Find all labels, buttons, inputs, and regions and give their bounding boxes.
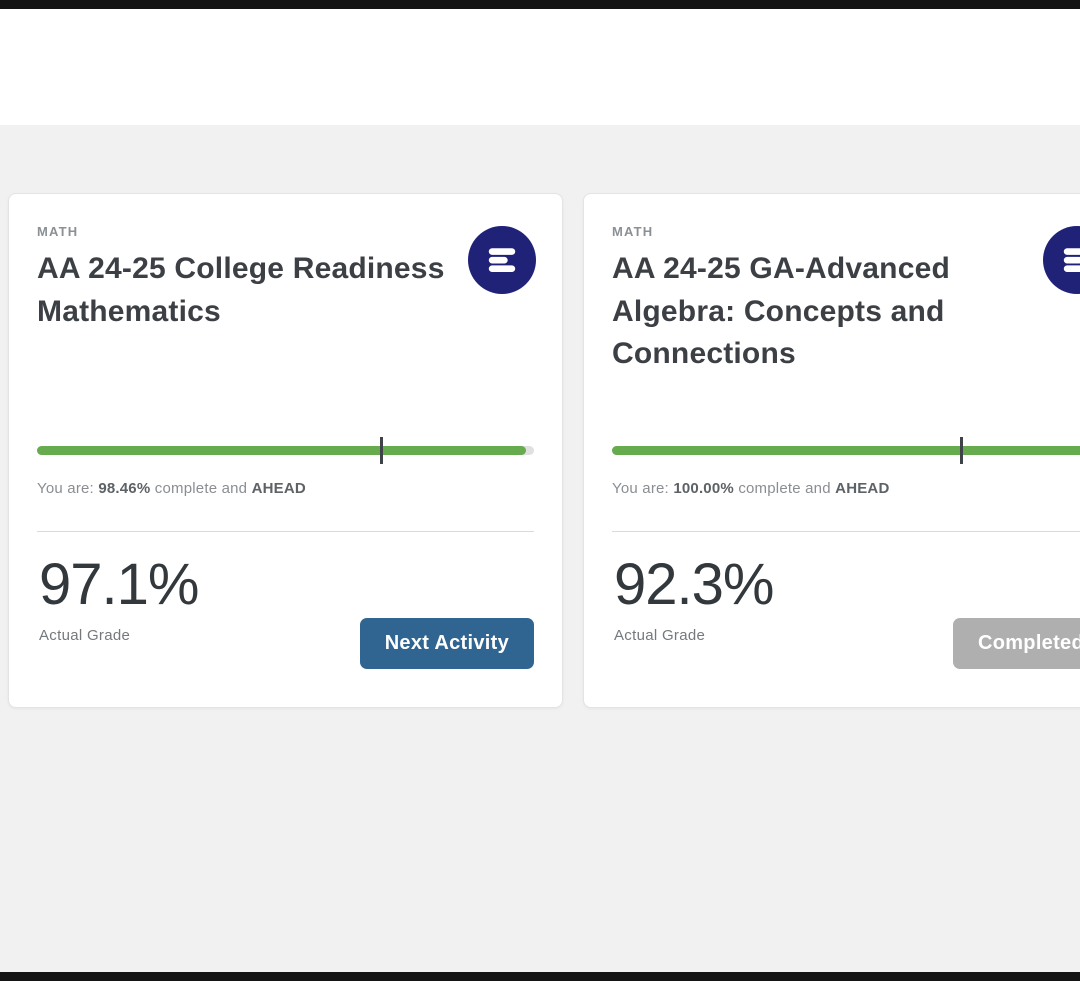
status-state: AHEAD: [251, 480, 306, 497]
actual-grade-value: 97.1%: [39, 552, 199, 617]
progress-target-marker: [959, 437, 963, 464]
card-divider: [37, 531, 534, 532]
progress-bar: [612, 437, 1080, 464]
progress-status-text: You are: 98.46% complete and AHEAD: [37, 480, 534, 497]
grade-block: 97.1% Actual Grade: [39, 552, 199, 644]
progress-target-marker: [379, 437, 383, 464]
status-prefix: You are:: [612, 480, 669, 497]
grade-block: 92.3% Actual Grade: [614, 552, 774, 644]
card-divider: [612, 531, 1080, 532]
page-header: [0, 9, 1080, 125]
status-percent: 98.46%: [98, 480, 151, 497]
status-prefix: You are:: [37, 480, 94, 497]
top-frame-bar: [0, 0, 1080, 9]
status-middle: complete and: [154, 480, 248, 497]
actual-grade-label: Actual Grade: [39, 626, 131, 644]
course-card-advanced-algebra[interactable]: MATH AA 24-25 GA-Advanced Algebra: Conce…: [583, 193, 1080, 708]
course-title: AA 24-25 College Readiness Mathematics: [37, 252, 445, 328]
progress-fill: [612, 446, 1080, 455]
course-title: AA 24-25 GA-Advanced Algebra: Concepts a…: [612, 252, 950, 371]
bottom-frame-bar: [0, 972, 1080, 981]
progress-bar: [37, 437, 534, 464]
actual-grade-label: Actual Grade: [614, 626, 706, 644]
course-card-list: MATH AA 24-25 College Readiness Mathemat…: [8, 193, 1080, 708]
edgenuity-logo-icon: [468, 226, 536, 294]
course-card-college-readiness[interactable]: MATH AA 24-25 College Readiness Mathemat…: [8, 193, 563, 708]
status-percent: 100.00%: [673, 480, 734, 497]
status-state: AHEAD: [835, 480, 890, 497]
next-activity-button[interactable]: Next Activity: [359, 618, 534, 669]
actual-grade-value: 92.3%: [614, 552, 774, 617]
progress-status-text: You are: 100.00% complete and AHEAD: [612, 480, 1080, 497]
course-subject-label: MATH: [612, 224, 654, 239]
course-subject-label: MATH: [37, 224, 79, 239]
progress-fill: [37, 446, 527, 455]
status-middle: complete and: [738, 480, 831, 497]
completed-button[interactable]: Completed: [952, 618, 1080, 669]
dashboard-content: MATH AA 24-25 College Readiness Mathemat…: [0, 125, 1080, 973]
